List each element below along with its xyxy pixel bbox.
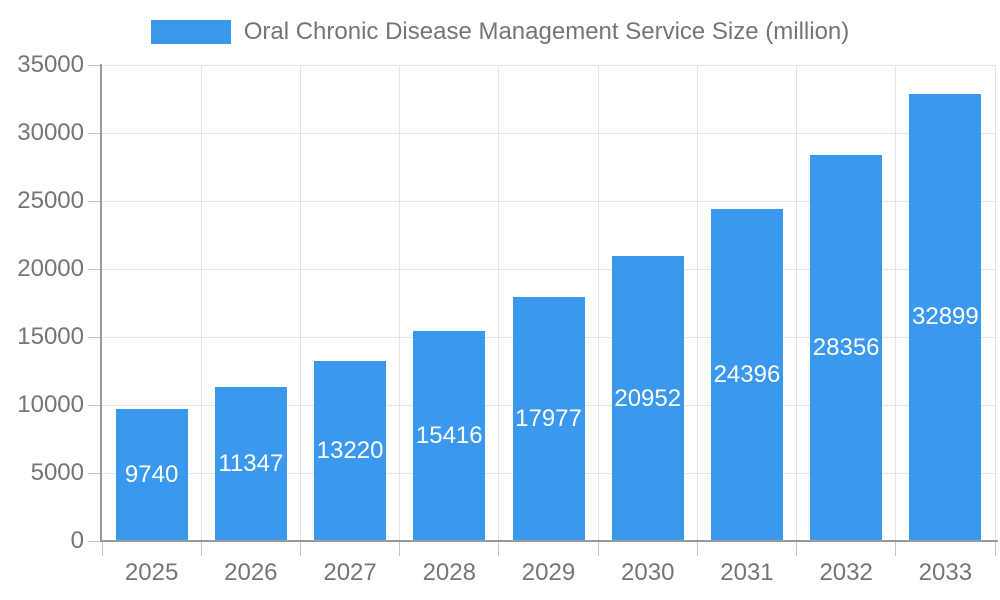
bar: 15416 — [413, 331, 486, 541]
y-axis-label: 10000 — [17, 391, 84, 418]
y-axis-tick — [88, 540, 102, 542]
bar: 32899 — [909, 93, 982, 541]
x-axis-label: 2033 — [918, 559, 973, 586]
y-axis-label: 0 — [70, 527, 84, 554]
v-gridline — [994, 65, 996, 541]
x-axis-label: 2030 — [621, 559, 675, 586]
x-axis-label: 2025 — [124, 559, 179, 586]
y-axis-tick — [88, 64, 102, 66]
bar-value-label: 20952 — [614, 384, 682, 412]
bar-value-label: 13220 — [316, 437, 384, 465]
y-axis-label: 5000 — [30, 459, 84, 486]
bar-value-label: 11347 — [218, 449, 284, 477]
v-gridline — [299, 65, 301, 541]
bar: 17977 — [512, 296, 585, 541]
y-axis-line — [100, 64, 102, 542]
v-gridline — [696, 65, 698, 541]
x-axis-tick — [299, 541, 301, 556]
x-axis-label: 2027 — [323, 559, 377, 586]
y-axis-label: 25000 — [17, 187, 84, 214]
x-axis-tick — [200, 541, 202, 556]
x-axis-tick — [101, 541, 103, 556]
bar-value-label: 24396 — [713, 361, 781, 389]
v-gridline — [399, 65, 401, 541]
bar: 20952 — [611, 256, 684, 541]
h-gridline — [102, 268, 995, 270]
y-axis-tick — [88, 404, 102, 406]
bar-value-label: 28356 — [812, 334, 880, 362]
v-gridline — [200, 65, 202, 541]
y-axis-tick — [88, 472, 102, 474]
x-axis-tick — [994, 541, 996, 556]
x-axis-tick — [399, 541, 401, 556]
bar: 13220 — [314, 361, 387, 541]
x-axis-label: 2029 — [521, 559, 576, 586]
bar: 24396 — [710, 209, 783, 541]
x-axis-tick — [498, 541, 500, 556]
bar: 9740 — [115, 408, 188, 541]
x-axis-label: 2028 — [422, 559, 476, 586]
legend[interactable]: Oral Chronic Disease Management Service … — [0, 19, 1000, 45]
x-axis-tick — [696, 541, 698, 556]
y-axis-label: 30000 — [17, 119, 84, 146]
y-axis-tick — [88, 132, 102, 134]
legend-swatch — [150, 20, 231, 44]
y-axis-label: 15000 — [17, 323, 84, 350]
v-gridline — [498, 65, 500, 541]
x-axis-line — [100, 540, 998, 542]
h-gridline — [102, 132, 995, 134]
v-gridline — [796, 65, 798, 541]
y-axis-label: 20000 — [17, 255, 84, 282]
h-gridline — [102, 64, 995, 66]
bar: 11347 — [214, 386, 287, 541]
bar: 28356 — [810, 155, 883, 541]
h-gridline — [102, 200, 995, 202]
x-axis-label: 2032 — [819, 559, 873, 586]
bar-value-label: 32899 — [912, 303, 979, 331]
bar-value-label: 15416 — [415, 422, 483, 450]
y-axis-tick — [88, 200, 102, 202]
bar-value-label: 9740 — [124, 460, 179, 488]
x-axis-tick — [597, 541, 599, 556]
x-axis-label: 2026 — [224, 559, 278, 586]
bar-value-label: 17977 — [515, 404, 582, 432]
v-gridline — [895, 65, 897, 541]
y-axis-label: 35000 — [17, 51, 84, 78]
x-axis-tick — [796, 541, 798, 556]
legend-label: Oral Chronic Disease Management Service … — [243, 18, 850, 45]
y-axis-tick — [88, 336, 102, 338]
y-axis-tick — [88, 268, 102, 270]
x-axis-tick — [895, 541, 897, 556]
x-axis-label: 2031 — [720, 559, 774, 586]
v-gridline — [597, 65, 599, 541]
